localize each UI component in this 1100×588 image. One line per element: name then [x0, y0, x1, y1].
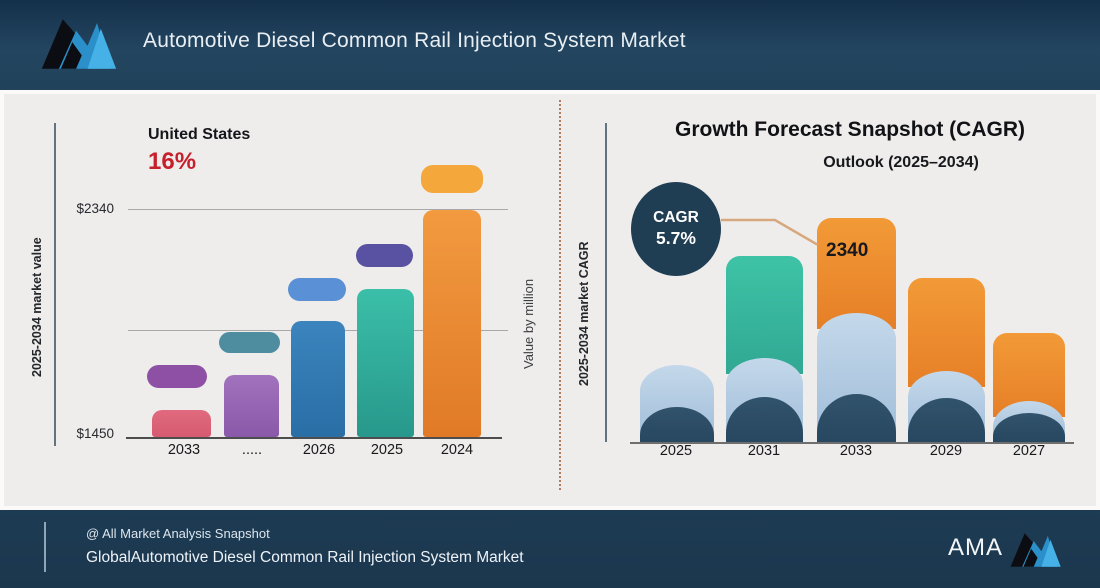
cagr-value: 5.7%: [656, 227, 696, 248]
bar-cap-2024: [421, 165, 483, 193]
right-y-axis-label: 2025-2034 market CAGR: [577, 241, 591, 387]
right-chart-subtitle: Outlook (2025–2034): [823, 154, 979, 171]
left-x-label-5: 2024: [440, 442, 474, 458]
stacked-bar-2025: [640, 90, 714, 442]
stacked-bar-2031: [726, 90, 803, 442]
left-x-label-4: 2025: [370, 442, 404, 458]
right-x-label-2: 2031: [747, 443, 781, 459]
segment-top-teal: [726, 256, 803, 374]
header-bar: Automotive Diesel Common Rail Injection …: [0, 0, 1100, 90]
charts-area: 2025-2034 market value $2340 $1450 Unite…: [0, 90, 1100, 510]
right-x-axis-line: [630, 442, 1074, 444]
segment-top-orange: [908, 278, 985, 387]
cagr-callout-badge: CAGR 5.7%: [631, 182, 721, 276]
footer-brand-text: AMA: [948, 534, 1004, 561]
left-y-axis-label: 2025-2034 market value: [30, 237, 44, 378]
right-x-label-1: 2025: [659, 443, 693, 459]
bar-2024: [423, 210, 481, 437]
panel-divider: [559, 100, 561, 490]
left-y-tick-top: $2340: [76, 201, 114, 216]
left-gridline-upper: [128, 209, 508, 210]
bar-2025: [357, 289, 414, 437]
right-y-axis-line: [605, 123, 607, 442]
bar-2033: [152, 410, 211, 437]
left-y-axis-line: [54, 123, 56, 446]
left-x-label-3: 2026: [302, 442, 336, 458]
stacked-bar-2033: [817, 90, 896, 442]
cagr-label: CAGR: [653, 209, 699, 227]
footer-source-note: @ All Market Analysis Snapshot: [86, 526, 270, 541]
footer-report-title: GlobalAutomotive Diesel Common Rail Inje…: [86, 549, 524, 566]
bar-dots: [224, 375, 279, 437]
bar-cap-2026: [288, 278, 346, 301]
left-chart-highlight-pct: 16%: [148, 148, 197, 175]
right-x-label-4: 2029: [929, 443, 963, 459]
right-x-label-5: 2027: [1012, 443, 1046, 459]
page-title: Automotive Diesel Common Rail Injection …: [143, 29, 686, 52]
stacked-bar-2027: [993, 90, 1065, 442]
bar-data-label-2033: 2340: [826, 240, 869, 261]
left-x-label-2: .....: [241, 442, 263, 458]
ama-logo-footer-icon: [1010, 533, 1061, 567]
value-unit-note: Value by million: [521, 278, 536, 370]
bar-2026: [291, 321, 345, 437]
segment-top-orange: [817, 218, 896, 329]
right-x-label-3: 2033: [839, 443, 873, 459]
left-x-label-1: 2033: [167, 442, 201, 458]
stacked-bar-2029: [908, 90, 985, 442]
footer-divider-line: [44, 522, 46, 572]
left-chart-region-label: United States: [148, 126, 251, 143]
ama-logo-icon: [41, 19, 117, 69]
left-y-tick-bottom: $1450: [76, 426, 114, 441]
left-x-axis-line: [126, 437, 502, 439]
right-chart-title: Growth Forecast Snapshot (CAGR): [674, 118, 1026, 141]
footer-bar: @ All Market Analysis Snapshot GlobalAut…: [0, 510, 1100, 588]
bar-cap-dots: [219, 332, 280, 353]
bar-cap-2025: [356, 244, 413, 267]
bar-cap-2033: [147, 365, 207, 388]
